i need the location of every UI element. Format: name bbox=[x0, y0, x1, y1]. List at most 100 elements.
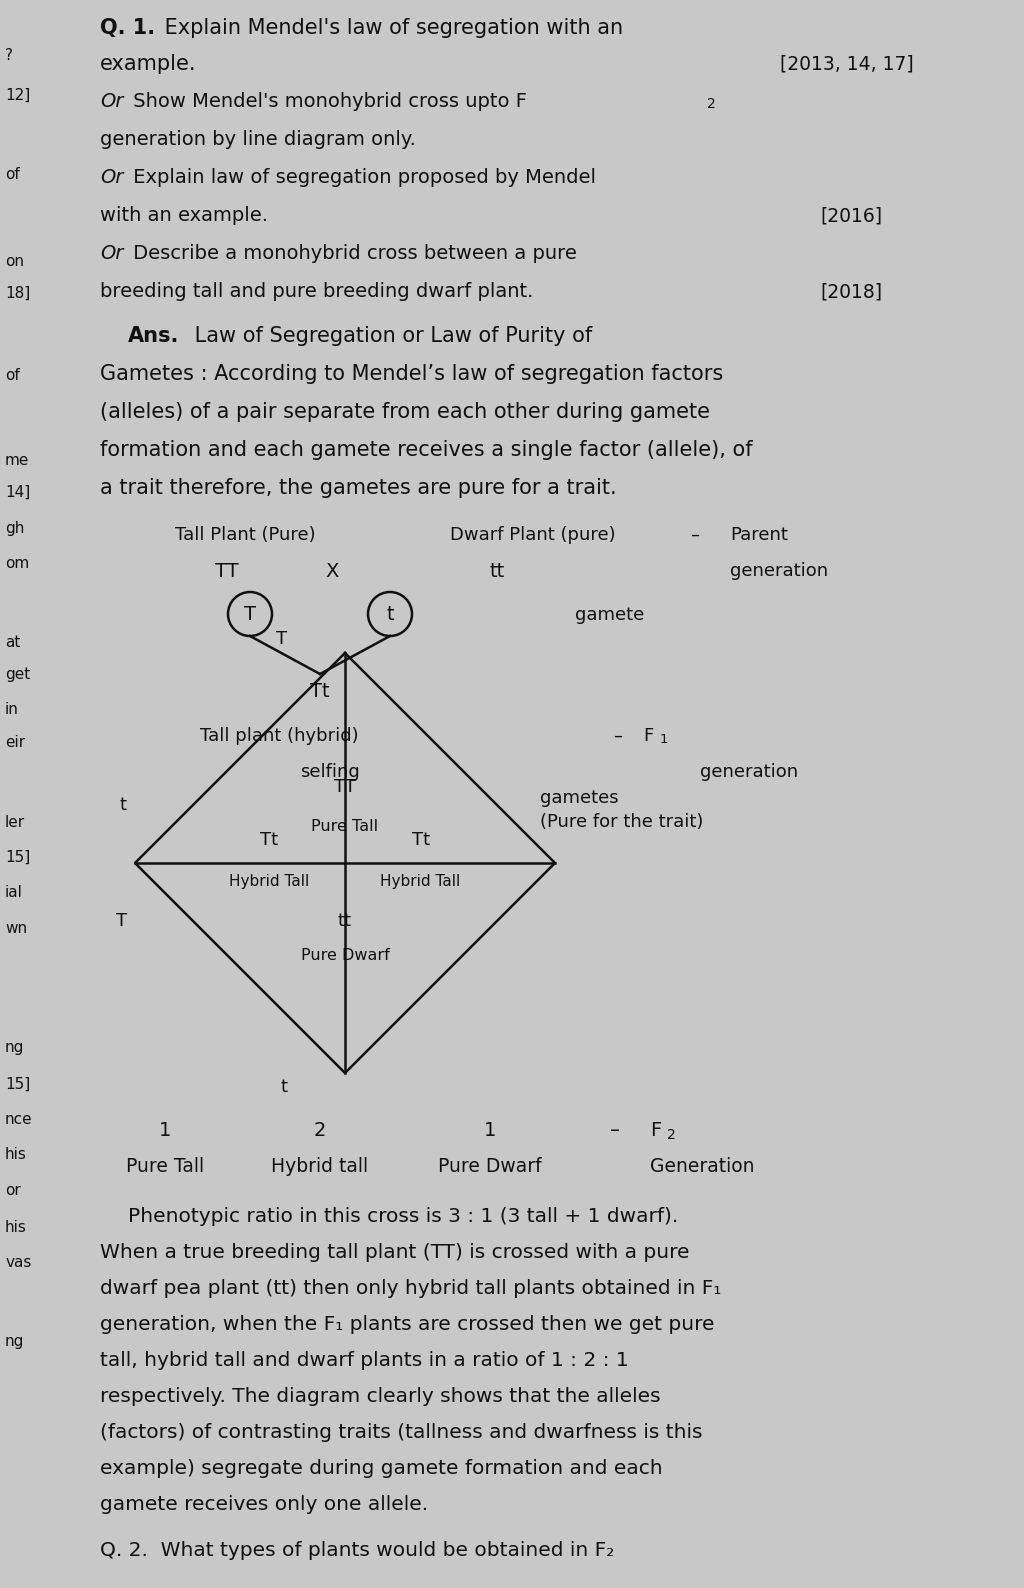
Text: TT: TT bbox=[334, 778, 356, 797]
Text: 15]: 15] bbox=[5, 850, 31, 864]
Text: gh: gh bbox=[5, 521, 25, 535]
Text: generation: generation bbox=[700, 762, 798, 781]
Text: Pure Tall: Pure Tall bbox=[126, 1158, 204, 1177]
Text: Explain Mendel's law of segregation with an: Explain Mendel's law of segregation with… bbox=[158, 17, 624, 38]
Text: me: me bbox=[5, 453, 30, 467]
Text: Or: Or bbox=[100, 92, 123, 111]
Text: formation and each gamete receives a single factor (allele), of: formation and each gamete receives a sin… bbox=[100, 440, 753, 461]
Text: get: get bbox=[5, 667, 31, 681]
Text: (factors) of contrasting traits (tallness and dwarfness is this: (factors) of contrasting traits (tallnes… bbox=[100, 1423, 702, 1442]
Text: Tt: Tt bbox=[310, 681, 330, 700]
Text: Tt: Tt bbox=[412, 831, 430, 850]
Text: Ans.: Ans. bbox=[128, 326, 179, 346]
Text: his: his bbox=[5, 1220, 27, 1234]
Text: of: of bbox=[5, 368, 19, 383]
Text: or: or bbox=[5, 1183, 20, 1197]
Text: 1: 1 bbox=[483, 1121, 497, 1140]
Text: om: om bbox=[5, 556, 30, 570]
Text: generation by line diagram only.: generation by line diagram only. bbox=[100, 130, 416, 149]
Text: F: F bbox=[643, 727, 653, 745]
Text: (Pure for the trait): (Pure for the trait) bbox=[540, 813, 703, 831]
Text: his: his bbox=[5, 1147, 27, 1161]
Text: TT: TT bbox=[215, 562, 239, 581]
Text: Generation: Generation bbox=[650, 1158, 755, 1177]
Text: vas: vas bbox=[5, 1255, 32, 1269]
Text: eir: eir bbox=[5, 735, 26, 750]
Text: Q. 1.: Q. 1. bbox=[100, 17, 155, 38]
Text: Tall Plant (Pure): Tall Plant (Pure) bbox=[175, 526, 315, 545]
Text: [2016]: [2016] bbox=[820, 206, 882, 225]
Text: Gametes : According to Mendel’s law of segregation factors: Gametes : According to Mendel’s law of s… bbox=[100, 364, 723, 384]
Text: Pure Dwarf: Pure Dwarf bbox=[301, 948, 389, 962]
Text: wn: wn bbox=[5, 921, 28, 935]
Text: example.: example. bbox=[100, 54, 197, 75]
Text: [2018]: [2018] bbox=[820, 283, 882, 302]
Text: 12]: 12] bbox=[5, 87, 31, 102]
Text: gamete: gamete bbox=[575, 607, 644, 624]
Text: 2: 2 bbox=[667, 1127, 676, 1142]
Text: t: t bbox=[281, 1078, 288, 1096]
Text: Pure Dwarf: Pure Dwarf bbox=[438, 1158, 542, 1177]
Text: 15]: 15] bbox=[5, 1077, 31, 1091]
Text: X: X bbox=[325, 562, 338, 581]
Text: respectively. The diagram clearly shows that the alleles: respectively. The diagram clearly shows … bbox=[100, 1386, 660, 1405]
Text: of: of bbox=[5, 167, 19, 181]
Text: a trait therefore, the gametes are pure for a trait.: a trait therefore, the gametes are pure … bbox=[100, 478, 616, 499]
Text: –: – bbox=[610, 1121, 620, 1140]
Text: T: T bbox=[116, 912, 127, 929]
Text: Explain law of segregation proposed by Mendel: Explain law of segregation proposed by M… bbox=[127, 168, 596, 187]
Text: gametes: gametes bbox=[540, 789, 618, 807]
Text: Tt: Tt bbox=[260, 831, 279, 850]
Text: tall, hybrid tall and dwarf plants in a ratio of 1 : 2 : 1: tall, hybrid tall and dwarf plants in a … bbox=[100, 1351, 629, 1370]
Text: at: at bbox=[5, 635, 20, 649]
Text: generation, when the F₁ plants are crossed then we get pure: generation, when the F₁ plants are cross… bbox=[100, 1315, 715, 1334]
Text: ?: ? bbox=[5, 48, 13, 62]
Text: in: in bbox=[5, 702, 19, 716]
Text: t: t bbox=[386, 605, 394, 624]
Text: Hybrid Tall: Hybrid Tall bbox=[229, 875, 309, 889]
Text: When a true breeding tall plant (TT) is crossed with a pure: When a true breeding tall plant (TT) is … bbox=[100, 1243, 689, 1262]
Text: example) segregate during gamete formation and each: example) segregate during gamete formati… bbox=[100, 1459, 663, 1478]
Text: Tall plant (hybrid): Tall plant (hybrid) bbox=[200, 727, 358, 745]
Text: ng: ng bbox=[5, 1040, 25, 1054]
Text: breeding tall and pure breeding dwarf plant.: breeding tall and pure breeding dwarf pl… bbox=[100, 283, 534, 302]
Text: Phenotypic ratio in this cross is 3 : 1 (3 tall + 1 dwarf).: Phenotypic ratio in this cross is 3 : 1 … bbox=[128, 1207, 678, 1226]
Text: tt: tt bbox=[490, 562, 505, 581]
Text: 1: 1 bbox=[660, 734, 669, 746]
Text: 14]: 14] bbox=[5, 484, 31, 499]
Text: t: t bbox=[120, 796, 127, 815]
Text: Q. 2.  What types of plants would be obtained in F₂: Q. 2. What types of plants would be obta… bbox=[100, 1540, 614, 1559]
Text: nce: nce bbox=[5, 1112, 33, 1126]
Text: Dwarf Plant (pure): Dwarf Plant (pure) bbox=[450, 526, 615, 545]
Text: Show Mendel's monohybrid cross upto F: Show Mendel's monohybrid cross upto F bbox=[127, 92, 527, 111]
Text: Hybrid tall: Hybrid tall bbox=[271, 1158, 369, 1177]
Text: Or: Or bbox=[100, 245, 123, 264]
Text: ng: ng bbox=[5, 1334, 25, 1348]
Text: T: T bbox=[276, 630, 288, 648]
Text: 2: 2 bbox=[707, 97, 716, 111]
Text: [2013, 14, 17]: [2013, 14, 17] bbox=[780, 54, 913, 73]
Text: Pure Tall: Pure Tall bbox=[311, 819, 379, 834]
Text: –: – bbox=[690, 526, 699, 545]
Text: gamete receives only one allele.: gamete receives only one allele. bbox=[100, 1494, 428, 1513]
Text: generation: generation bbox=[730, 562, 828, 580]
Text: ler: ler bbox=[5, 815, 26, 829]
Text: tt: tt bbox=[338, 912, 352, 929]
Text: F: F bbox=[650, 1121, 662, 1140]
Text: on: on bbox=[5, 254, 25, 268]
Text: Parent: Parent bbox=[730, 526, 787, 545]
Text: 1: 1 bbox=[159, 1121, 171, 1140]
Text: Law of Segregation or Law of Purity of: Law of Segregation or Law of Purity of bbox=[188, 326, 592, 346]
Text: T: T bbox=[244, 605, 256, 624]
Text: with an example.: with an example. bbox=[100, 206, 268, 225]
Text: –: – bbox=[613, 727, 622, 745]
Text: Or: Or bbox=[100, 168, 123, 187]
Text: selfing: selfing bbox=[300, 762, 359, 781]
Text: dwarf pea plant (tt) then only hybrid tall plants obtained in F₁: dwarf pea plant (tt) then only hybrid ta… bbox=[100, 1278, 721, 1297]
Text: Describe a monohybrid cross between a pure: Describe a monohybrid cross between a pu… bbox=[127, 245, 577, 264]
Text: ial: ial bbox=[5, 885, 23, 899]
Text: Hybrid Tall: Hybrid Tall bbox=[381, 875, 461, 889]
Text: 2: 2 bbox=[313, 1121, 327, 1140]
Text: 18]: 18] bbox=[5, 286, 31, 300]
Text: (alleles) of a pair separate from each other during gamete: (alleles) of a pair separate from each o… bbox=[100, 402, 710, 422]
